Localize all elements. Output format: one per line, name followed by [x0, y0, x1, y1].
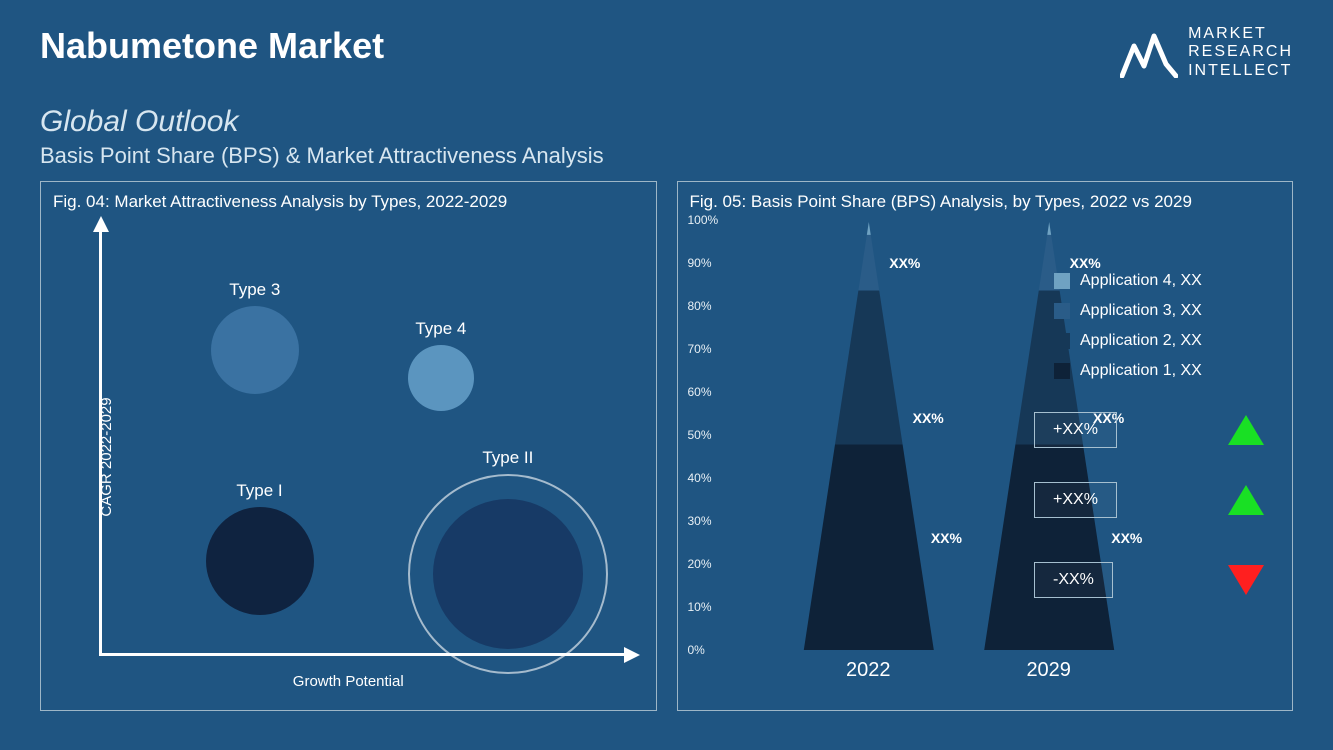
bubble-type-3: Type 3: [211, 280, 299, 394]
y-tick-label: 30%: [688, 514, 712, 528]
brand-logo-text: MARKET RESEARCH INTELLECT: [1188, 25, 1293, 80]
x-axis-label: Growth Potential: [293, 673, 404, 690]
legend-item: Application 1, XX: [1054, 362, 1264, 380]
trend-down-icon: [1228, 565, 1264, 595]
y-tick-label: 10%: [688, 600, 712, 614]
y-tick-label: 70%: [688, 342, 712, 356]
legend-swatch-icon: [1054, 273, 1070, 289]
chart-bps: Fig. 05: Basis Point Share (BPS) Analysi…: [677, 181, 1294, 711]
trend-up-icon: [1228, 415, 1264, 445]
y-tick-label: 20%: [688, 557, 712, 571]
brand-logo-icon: [1120, 28, 1178, 78]
cone-segment: [1047, 222, 1051, 235]
chart-attractiveness: Fig. 04: Market Attractiveness Analysis …: [40, 181, 657, 711]
y-tick-label: 0%: [688, 643, 705, 657]
bubble-type-4: Type 4: [408, 319, 474, 411]
kpi-row: +XX%: [1034, 412, 1264, 448]
brand-logo: MARKET RESEARCH INTELLECT: [1120, 25, 1293, 80]
y-tick-label: 90%: [688, 256, 712, 270]
bubble-type-i: Type I: [206, 481, 314, 615]
y-tick-label: 60%: [688, 385, 712, 399]
x-axis-arrow-icon: [624, 647, 640, 663]
page-title: Nabumetone Market: [40, 25, 384, 67]
legend-item: Application 2, XX: [1054, 332, 1264, 350]
legend-swatch-icon: [1054, 363, 1070, 379]
subtitle-bps: Basis Point Share (BPS) & Market Attract…: [40, 143, 1293, 169]
value-label: XX%: [1111, 530, 1142, 546]
trend-up-icon: [1228, 485, 1264, 515]
y-tick-label: 40%: [688, 471, 712, 485]
x-category-label: 2029: [1026, 659, 1071, 682]
kpi-value: +XX%: [1034, 412, 1117, 448]
bubble-label: Type I: [206, 481, 314, 501]
kpi-row: +XX%: [1034, 482, 1264, 518]
cone-segment: [835, 291, 903, 445]
kpi-value: -XX%: [1034, 562, 1113, 598]
bubble-type-ii: Type II: [408, 448, 608, 674]
chart-caption: Fig. 05: Basis Point Share (BPS) Analysi…: [690, 192, 1281, 212]
legend-label: Application 2, XX: [1080, 332, 1202, 350]
bubble-label: Type II: [408, 448, 608, 468]
legend-swatch-icon: [1054, 333, 1070, 349]
y-tick-label: 100%: [688, 213, 719, 227]
y-tick-label: 50%: [688, 428, 712, 442]
legend-item: Application 4, XX: [1054, 272, 1264, 290]
cone-segment: [866, 222, 870, 235]
value-label: XX%: [1070, 255, 1101, 271]
legend-label: Application 1, XX: [1080, 362, 1202, 380]
kpi-row: -XX%: [1034, 562, 1264, 598]
cone-segment: [858, 235, 879, 291]
subtitle-global-outlook: Global Outlook: [40, 105, 1293, 139]
chart-caption: Fig. 04: Market Attractiveness Analysis …: [53, 192, 644, 212]
kpi-value: +XX%: [1034, 482, 1117, 518]
value-label: XX%: [931, 530, 962, 546]
value-label: XX%: [889, 255, 920, 271]
x-category-label: 2022: [846, 659, 891, 682]
y-tick-label: 80%: [688, 299, 712, 313]
cone-segment: [984, 445, 1114, 650]
legend-swatch-icon: [1054, 303, 1070, 319]
value-label: XX%: [913, 410, 944, 426]
cone-segment: [803, 445, 933, 650]
y-axis-arrow-icon: [93, 216, 109, 232]
legend-item: Application 3, XX: [1054, 302, 1264, 320]
legend: Application 4, XX Application 3, XX Applic…: [1054, 272, 1264, 392]
y-axis-label: CAGR 2022-2029: [98, 398, 115, 517]
bubble-label: Type 3: [211, 280, 299, 300]
legend-label: Application 4, XX: [1080, 272, 1202, 290]
legend-label: Application 3, XX: [1080, 302, 1202, 320]
bubble-label: Type 4: [408, 319, 474, 339]
